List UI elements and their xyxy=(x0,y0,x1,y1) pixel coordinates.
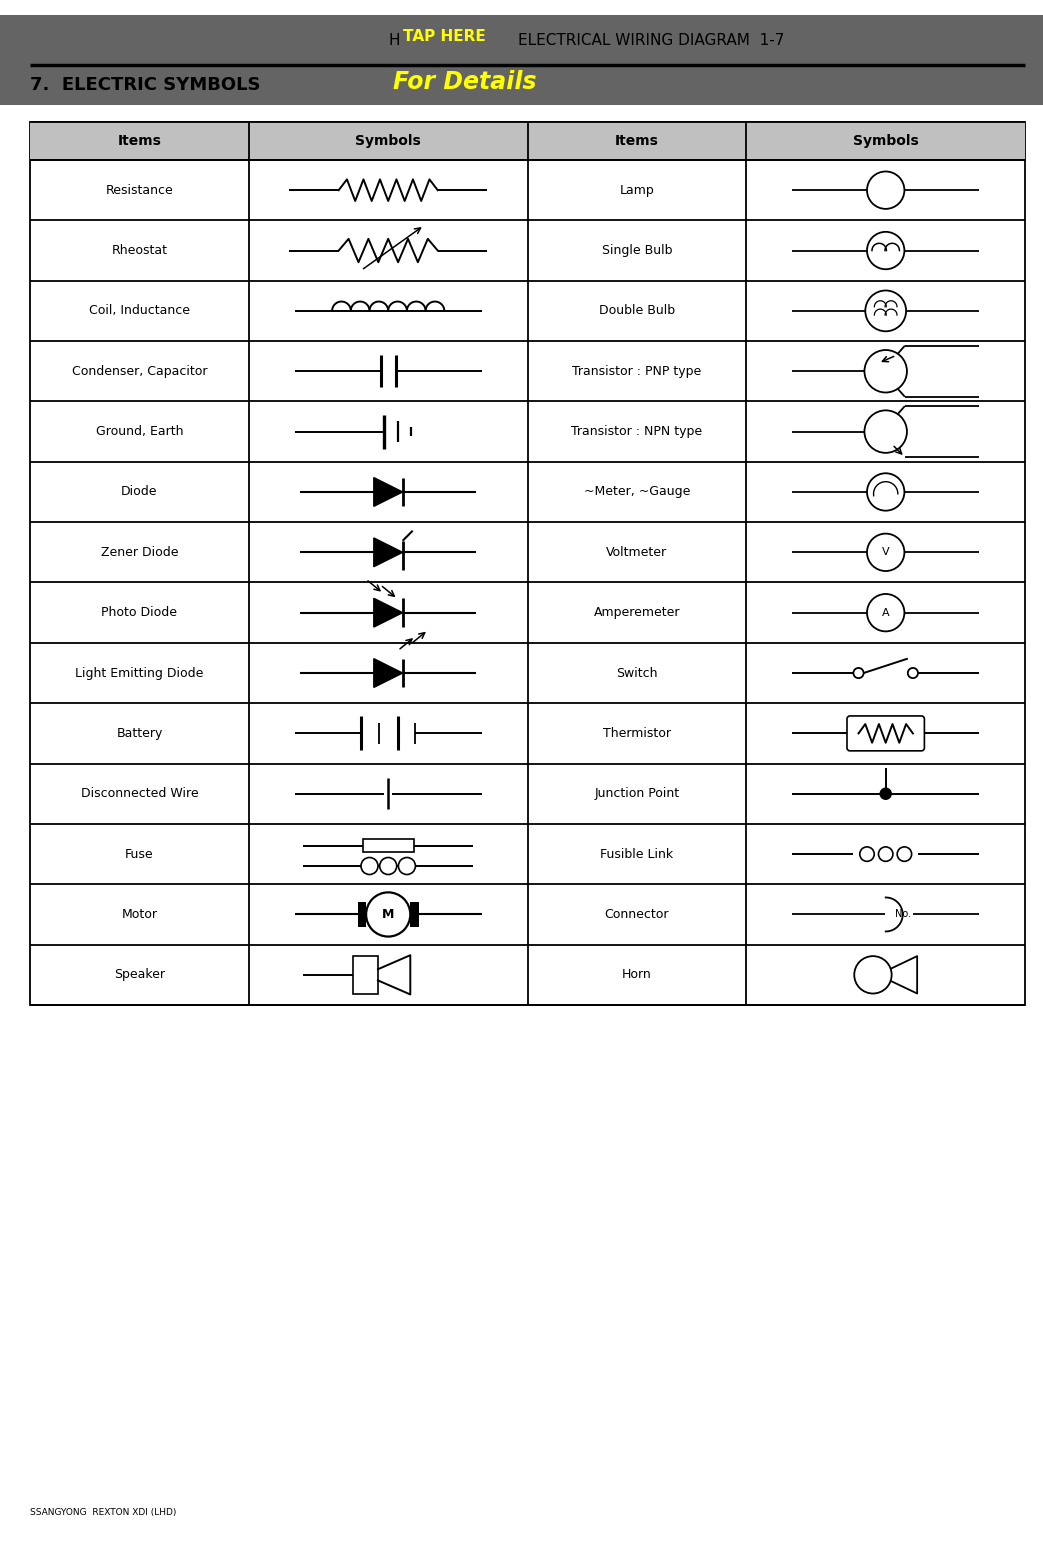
Bar xyxy=(0,15,1043,65)
Text: ~Meter, ~Gauge: ~Meter, ~Gauge xyxy=(584,486,690,498)
Circle shape xyxy=(398,857,415,874)
Circle shape xyxy=(865,350,907,393)
Text: Ground, Earth: Ground, Earth xyxy=(96,425,184,438)
Circle shape xyxy=(866,291,906,331)
Text: Items: Items xyxy=(615,135,659,149)
Text: Condenser, Capacitor: Condenser, Capacitor xyxy=(72,365,208,377)
Text: Lamp: Lamp xyxy=(620,184,654,196)
Circle shape xyxy=(878,846,893,862)
Text: Symbols: Symbols xyxy=(356,135,421,149)
Text: A: A xyxy=(882,608,890,617)
FancyBboxPatch shape xyxy=(847,716,924,750)
Circle shape xyxy=(880,789,891,800)
Text: Thermistor: Thermistor xyxy=(603,727,671,739)
Bar xyxy=(363,838,414,852)
Circle shape xyxy=(867,232,904,269)
Circle shape xyxy=(867,594,904,631)
Text: Switch: Switch xyxy=(616,667,658,679)
Bar xyxy=(358,902,366,927)
Text: V: V xyxy=(882,548,890,557)
Bar xyxy=(0,65,1043,105)
Text: Diode: Diode xyxy=(121,486,157,498)
Text: Fuse: Fuse xyxy=(125,848,153,860)
Polygon shape xyxy=(373,538,403,566)
Circle shape xyxy=(380,857,396,874)
Text: Transistor : PNP type: Transistor : PNP type xyxy=(573,365,702,377)
Text: Battery: Battery xyxy=(116,727,163,739)
Text: Photo Diode: Photo Diode xyxy=(101,606,177,619)
Polygon shape xyxy=(373,599,403,627)
Circle shape xyxy=(897,846,912,862)
Text: Double Bulb: Double Bulb xyxy=(599,305,675,317)
Text: Horn: Horn xyxy=(622,968,652,981)
Text: Rheostat: Rheostat xyxy=(112,244,168,257)
Text: Light Emitting Diode: Light Emitting Diode xyxy=(75,667,203,679)
Text: Transistor : NPN type: Transistor : NPN type xyxy=(572,425,703,438)
Bar xyxy=(30,122,1025,1006)
Text: Connector: Connector xyxy=(605,908,670,920)
Text: Items: Items xyxy=(118,135,162,149)
Text: Disconnected Wire: Disconnected Wire xyxy=(80,787,198,800)
Circle shape xyxy=(867,172,904,209)
Circle shape xyxy=(859,846,874,862)
Circle shape xyxy=(867,473,904,511)
Text: H: H xyxy=(388,32,399,48)
Bar xyxy=(30,122,1025,159)
Polygon shape xyxy=(373,478,403,506)
Text: Fusible Link: Fusible Link xyxy=(601,848,674,860)
Circle shape xyxy=(907,668,918,678)
Circle shape xyxy=(361,857,378,874)
Text: For Details: For Details xyxy=(393,70,537,94)
Text: No.: No. xyxy=(895,910,912,919)
Text: Motor: Motor xyxy=(121,908,157,920)
Circle shape xyxy=(853,668,864,678)
Bar xyxy=(410,902,419,927)
Polygon shape xyxy=(373,659,403,687)
Text: Amperemeter: Amperemeter xyxy=(593,606,680,619)
Text: SSANGYONG  REXTON XDI (LHD): SSANGYONG REXTON XDI (LHD) xyxy=(30,1507,176,1516)
Circle shape xyxy=(366,893,410,936)
Text: 7.  ELECTRIC SYMBOLS: 7. ELECTRIC SYMBOLS xyxy=(30,76,261,94)
Circle shape xyxy=(854,956,892,993)
Circle shape xyxy=(867,534,904,571)
Text: Zener Diode: Zener Diode xyxy=(101,546,178,558)
Text: TAP HERE: TAP HERE xyxy=(404,28,486,43)
Circle shape xyxy=(865,410,907,453)
Text: Resistance: Resistance xyxy=(105,184,173,196)
Text: M: M xyxy=(382,908,394,920)
Text: ELECTRICAL WIRING DIAGRAM  1-7: ELECTRICAL WIRING DIAGRAM 1-7 xyxy=(517,32,784,48)
Text: Coil, Inductance: Coil, Inductance xyxy=(89,305,190,317)
Text: Junction Point: Junction Point xyxy=(595,787,679,800)
Text: Speaker: Speaker xyxy=(114,968,165,981)
Text: Voltmeter: Voltmeter xyxy=(606,546,668,558)
Bar xyxy=(353,956,378,993)
Text: Symbols: Symbols xyxy=(853,135,919,149)
Text: Single Bulb: Single Bulb xyxy=(602,244,672,257)
